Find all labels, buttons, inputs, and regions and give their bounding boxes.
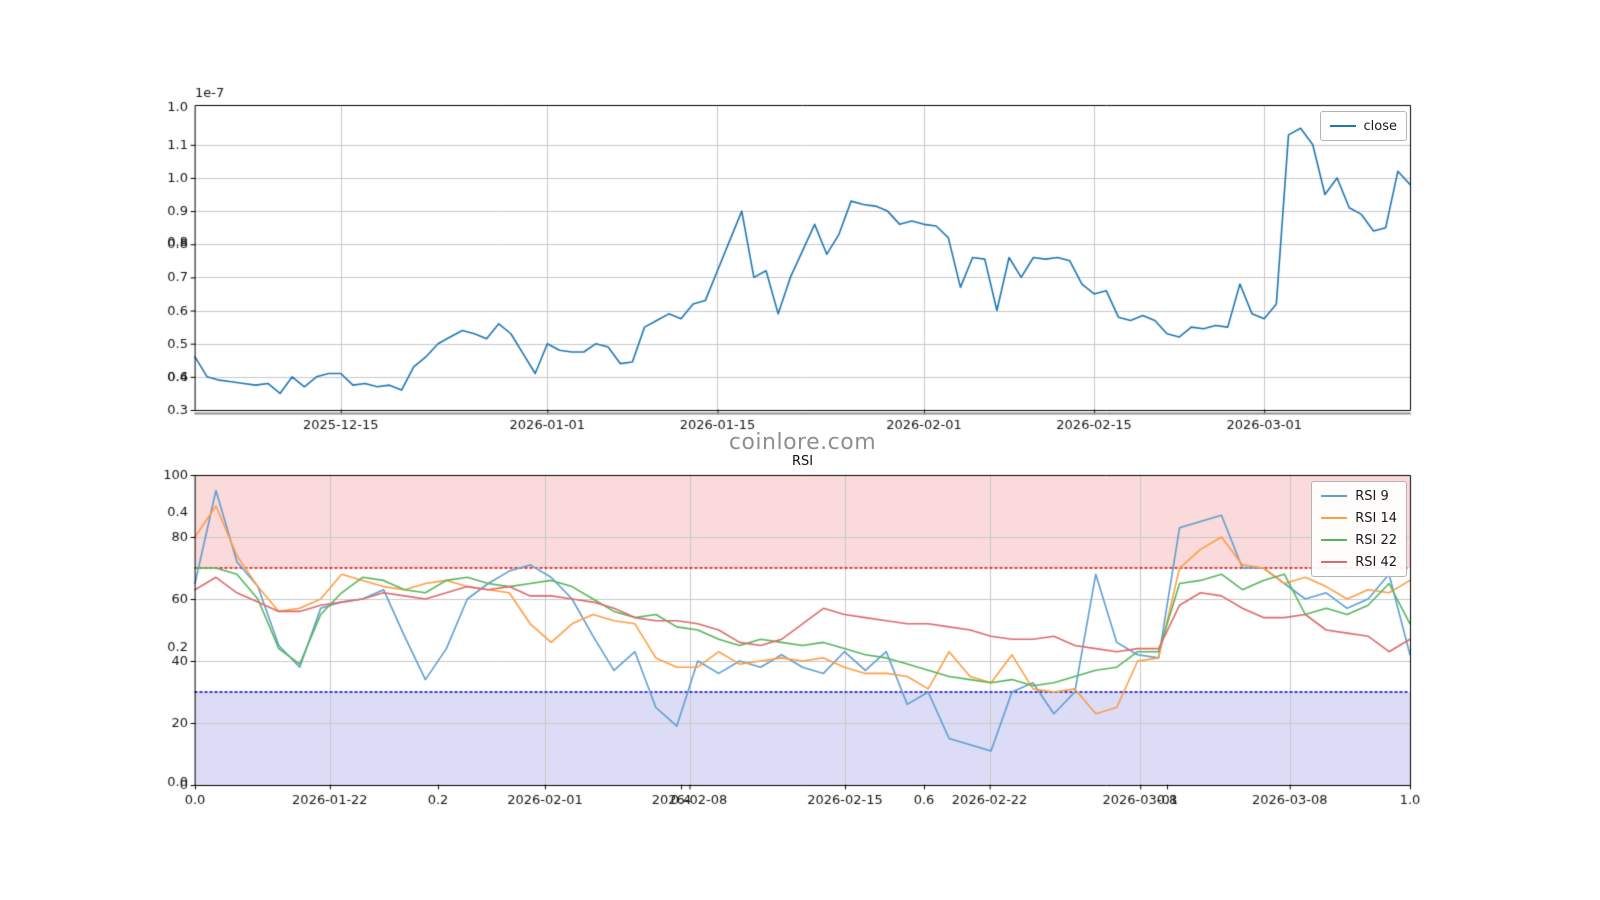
legend-label-rsi14: RSI 14	[1355, 510, 1397, 526]
legend-item-rsi42: RSI 42	[1321, 553, 1397, 571]
legend-label-rsi22: RSI 22	[1355, 532, 1397, 548]
legend-item-rsi9: RSI 9	[1321, 487, 1397, 505]
legend-label-rsi42: RSI 42	[1355, 554, 1397, 570]
legend-label-rsi9: RSI 9	[1355, 488, 1389, 504]
close-line-swatch	[1329, 125, 1356, 127]
legend-item-rsi14: RSI 14	[1321, 509, 1397, 527]
price-legend: close	[1319, 111, 1407, 141]
watermark: coinlore.com	[728, 430, 877, 455]
rsi14-line-swatch	[1321, 517, 1348, 519]
rsi-section-title: RSI	[791, 454, 814, 469]
legend-item-rsi22: RSI 22	[1321, 531, 1397, 549]
rsi42-line-swatch	[1321, 561, 1348, 563]
rsi-legend: RSI 9 RSI 14 RSI 22 RSI 42	[1311, 481, 1407, 577]
rsi22-line-swatch	[1321, 539, 1348, 541]
rsi9-line-swatch	[1321, 495, 1348, 497]
legend-item-close: close	[1329, 117, 1397, 135]
legend-label-close: close	[1363, 118, 1397, 134]
